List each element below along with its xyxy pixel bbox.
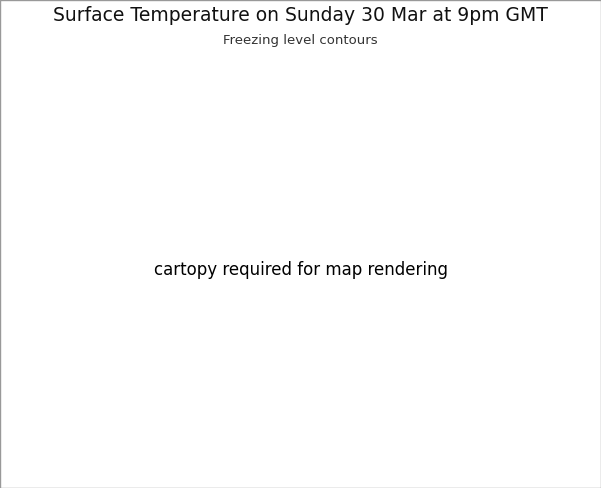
Text: cartopy required for map rendering: cartopy required for map rendering (153, 261, 448, 279)
Text: Surface Temperature on Sunday 30 Mar at 9pm GMT: Surface Temperature on Sunday 30 Mar at … (53, 6, 548, 25)
Text: Freezing level contours: Freezing level contours (223, 34, 378, 47)
